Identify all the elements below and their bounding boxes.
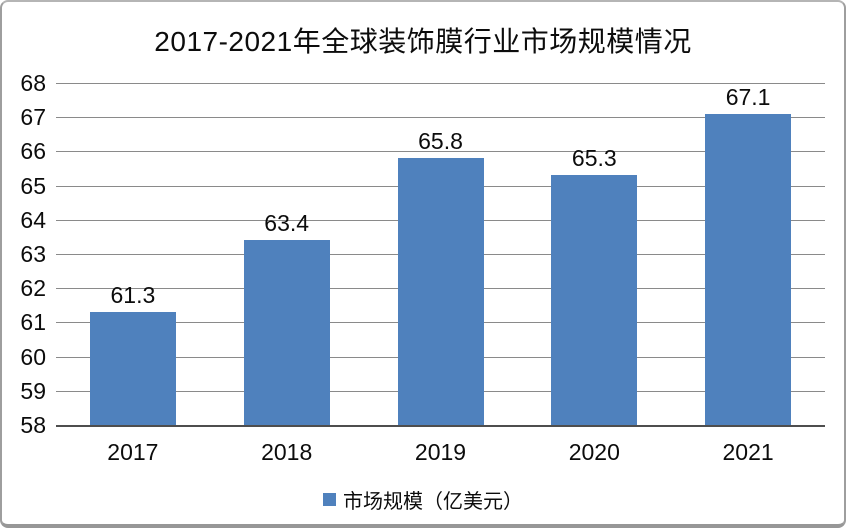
- bar-2019: [397, 158, 484, 425]
- legend-marker-icon: [323, 493, 336, 506]
- data-label: 65.8: [418, 128, 463, 155]
- data-label: 65.3: [571, 145, 617, 172]
- legend-label: 市场规模（亿美元）: [343, 491, 523, 513]
- bar-2018: [243, 240, 330, 425]
- y-tick-label: 62: [20, 275, 46, 302]
- x-tick-label: 2017: [107, 439, 159, 465]
- data-label: 61.3: [110, 282, 156, 309]
- bar-2017: [89, 312, 176, 425]
- x-tick-label: 2021: [722, 439, 774, 465]
- y-tick-label: 67: [20, 104, 46, 131]
- chart-title: 2017-2021年全球装饰膜行业市场规模情况: [154, 26, 692, 57]
- y-tick-label: 68: [20, 70, 46, 96]
- plot-area: 61.3 63.4 65.8 65.3 67.1: [56, 83, 825, 427]
- y-tick-label: 64: [20, 206, 46, 233]
- y-tick-label: 59: [20, 377, 46, 404]
- x-tick-label: 2018: [261, 439, 313, 465]
- bar-2021: [705, 113, 792, 425]
- y-tick-label: 61: [20, 309, 46, 336]
- x-tick-label: 2020: [568, 439, 620, 465]
- y-tick-label: 63: [20, 241, 46, 267]
- data-label: 63.4: [264, 210, 310, 237]
- y-tick-label: 66: [20, 138, 46, 165]
- x-tick-label: 2019: [414, 439, 467, 465]
- gridline: [56, 117, 825, 119]
- y-tick-label: 60: [20, 343, 46, 370]
- legend: 市场规模（亿美元）: [2, 485, 844, 514]
- gridline: [56, 151, 825, 153]
- x-axis-line: [56, 425, 825, 427]
- data-label: 67.1: [725, 83, 771, 110]
- bar-2020: [551, 175, 638, 425]
- gridline: [56, 83, 825, 84]
- y-tick-label: 58: [20, 412, 46, 438]
- y-tick-label: 65: [20, 172, 46, 199]
